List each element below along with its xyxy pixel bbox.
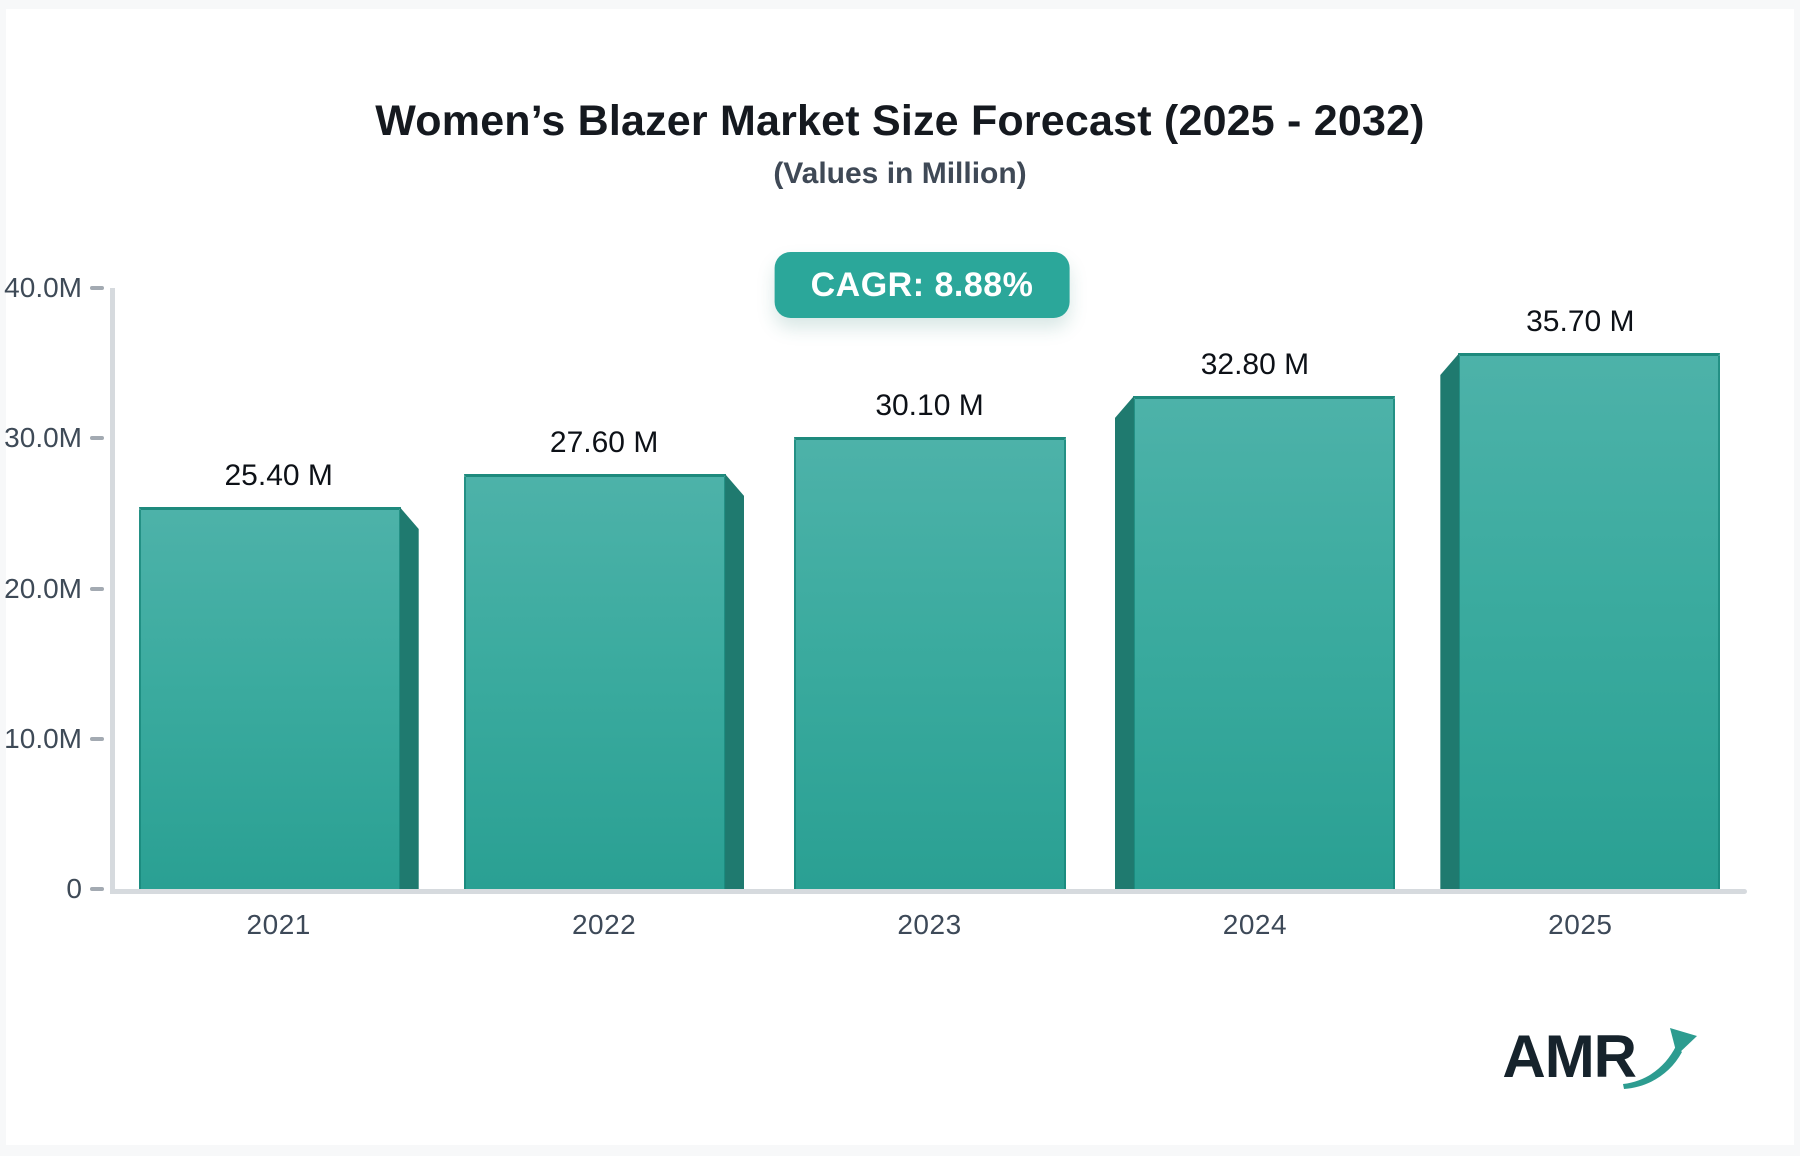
amr-logo: AMR — [1502, 1023, 1698, 1090]
y-tick-label: 40.0M — [4, 272, 82, 303]
bar-side-face — [1114, 396, 1134, 889]
y-tick-mark — [90, 887, 104, 891]
bar-2021 — [138, 507, 419, 889]
y-tick-label: 0 — [66, 873, 82, 904]
bar-front-face — [1132, 396, 1395, 889]
bar-value-label: 30.10 M — [875, 389, 984, 422]
chart-card: Women’s Blazer Market Size Forecast (202… — [4, 9, 1794, 1145]
y-tick-mark — [90, 736, 104, 741]
bar-2023 — [793, 437, 1066, 889]
bar-value-label: 32.80 M — [1200, 348, 1310, 381]
bar-value-label: 27.60 M — [549, 426, 659, 459]
x-axis-labels: 2021 2022 2023 2024 2025 — [116, 909, 1743, 941]
y-tick-mark — [90, 436, 104, 441]
x-axis-label-2025: 2025 — [1548, 909, 1613, 940]
bar-front-face — [1458, 353, 1721, 889]
y-tick-label: 20.0M — [4, 572, 82, 604]
bar-side-face — [1440, 353, 1460, 889]
bar-side-face — [399, 507, 419, 889]
bar-slot-2023: 30.10 M — [767, 288, 1092, 889]
y-tick-label: 10.0M — [4, 722, 82, 754]
bar-slot-2025: 35.70 M — [1418, 288, 1743, 889]
cagr-badge: CAGR: 8.88% — [774, 252, 1070, 318]
y-tick-mark — [90, 586, 104, 591]
x-axis-label-2023: 2023 — [897, 909, 962, 940]
bar-front-face — [138, 507, 401, 889]
bar-front-face — [464, 474, 727, 889]
bar-value-label: 25.40 M — [224, 459, 333, 492]
x-axis-label-2024: 2024 — [1222, 909, 1288, 940]
chart-subtitle: (Values in Million) — [773, 157, 1027, 190]
bar-side-face — [725, 474, 745, 889]
bar-2022 — [464, 474, 745, 889]
bars-row: 25.40 M 27.60 M 30.10 M 32.80 M 35.70 M — [116, 288, 1743, 889]
y-axis-line — [110, 288, 115, 894]
bar-slot-2021: 25.40 M — [116, 288, 441, 889]
amr-logo-text: AMR — [1502, 1023, 1637, 1090]
x-axis-label-2022: 2022 — [571, 909, 637, 940]
growth-arrow-icon — [1623, 1028, 1697, 1089]
y-tick-label: 30.0M — [4, 422, 82, 454]
chart-title: Women’s Blazer Market Size Forecast (202… — [375, 97, 1425, 145]
bar-2025 — [1440, 353, 1721, 889]
x-axis-label-2021: 2021 — [246, 909, 311, 940]
bar-front-face — [793, 437, 1066, 889]
plot-area: 25.40 M 27.60 M 30.10 M 32.80 M 35.70 M 2021… — [4, 272, 1747, 940]
bar-slot-2024: 32.80 M — [1092, 288, 1417, 889]
bar-value-label: 35.70 M — [1526, 305, 1635, 338]
x-axis-line — [110, 889, 1747, 894]
y-tick-mark — [90, 286, 104, 290]
bar-slot-2022: 27.60 M — [441, 288, 766, 889]
bar-2024 — [1114, 396, 1395, 889]
